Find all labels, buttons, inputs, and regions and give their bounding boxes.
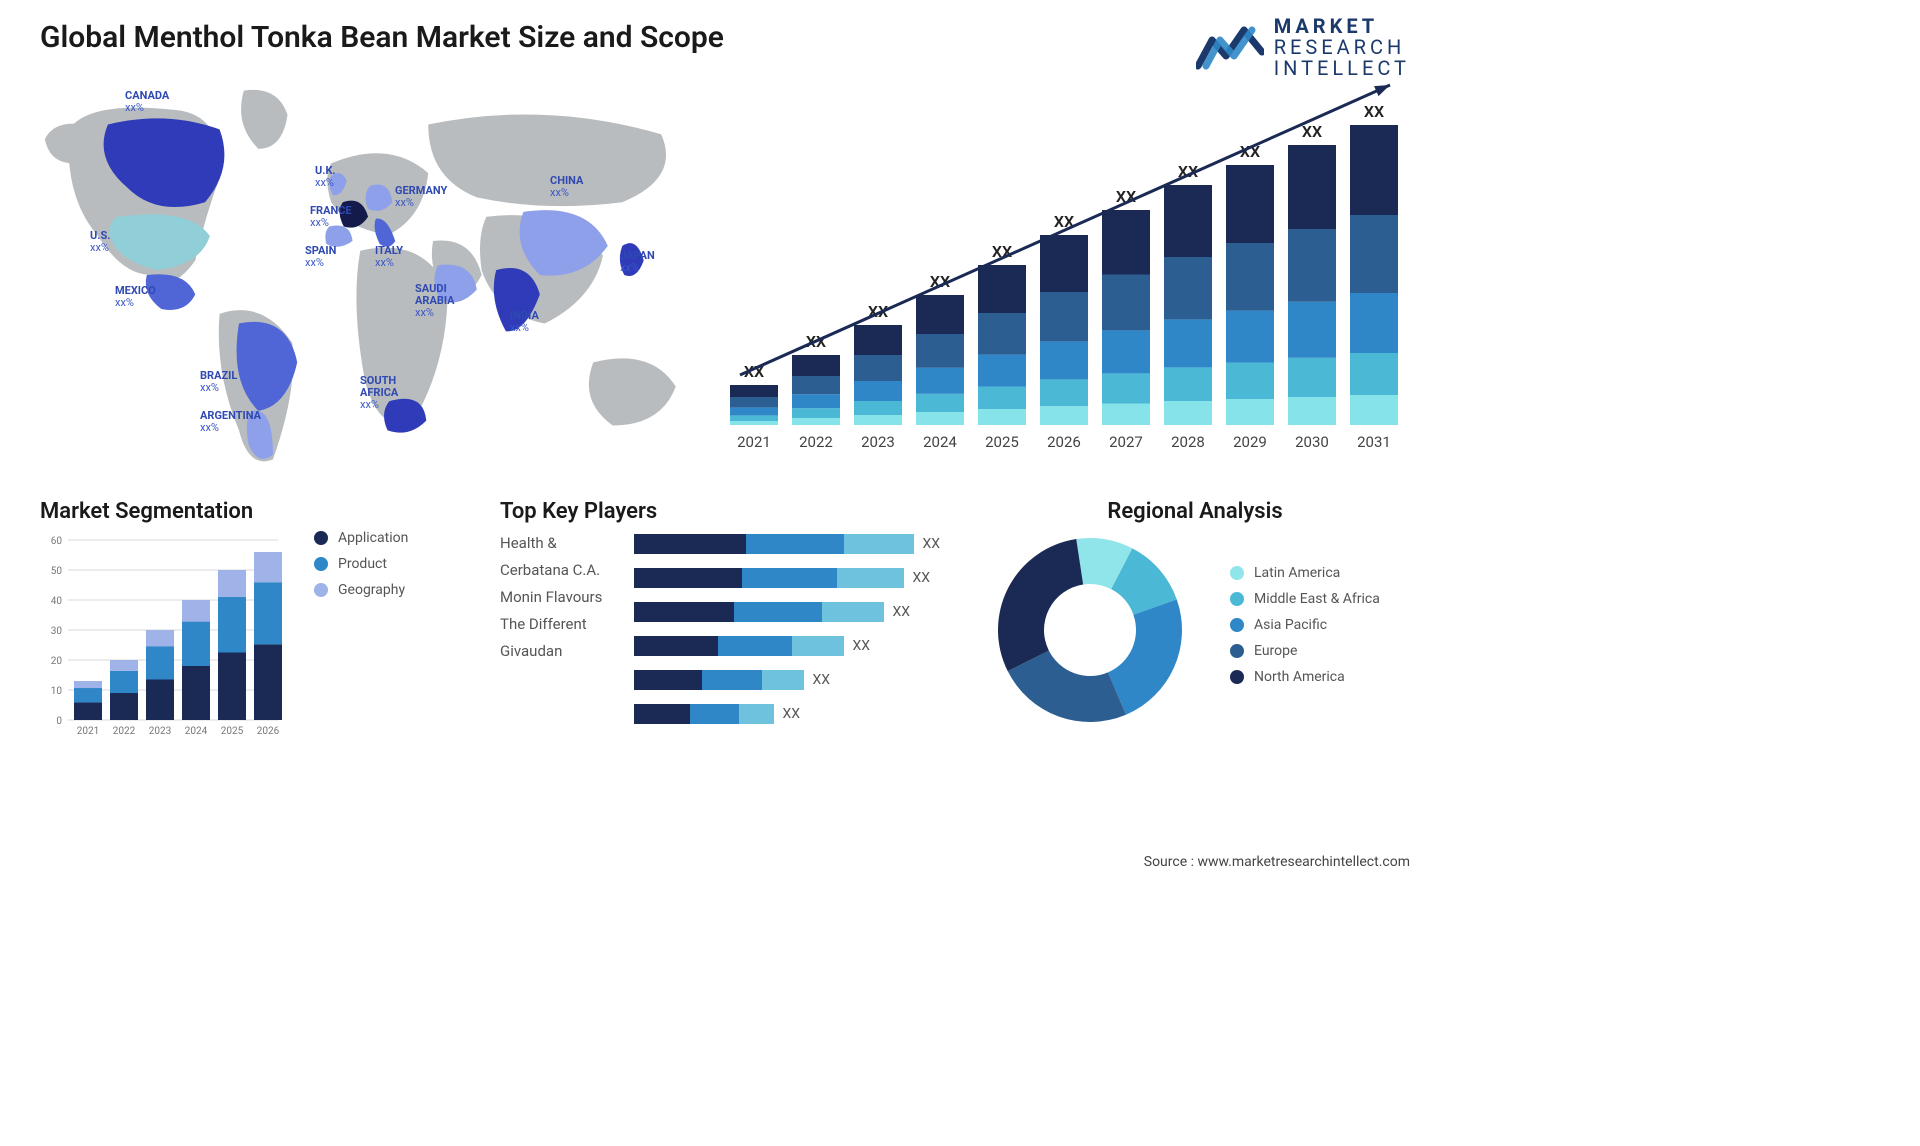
segmentation-panel: Market Segmentation 0 10 20 30 40 50 60 2021 202… (40, 499, 460, 750)
svg-text:2029: 2029 (1233, 433, 1267, 451)
svg-text:2023: 2023 (149, 726, 171, 737)
svg-text:0: 0 (56, 716, 62, 727)
regional-panel: Regional Analysis Latin America Middle Ea… (980, 499, 1410, 750)
legend-item: North America (1230, 669, 1380, 685)
player-value: XX (812, 672, 830, 688)
svg-text:2028: 2028 (1171, 433, 1205, 451)
regional-donut (980, 530, 1200, 730)
player-bar (634, 568, 904, 588)
legend-item: Latin America (1230, 565, 1380, 581)
legend-label: Application (338, 530, 408, 546)
legend-label: Latin America (1254, 565, 1340, 581)
player-row: XX (634, 666, 940, 694)
segmentation-legend: Application Product Geography (314, 530, 408, 750)
infographic-canvas: Global Menthol Tonka Bean Market Size an… (0, 0, 1450, 870)
legend-swatch (314, 531, 328, 545)
legend-item: Application (314, 530, 408, 546)
legend-swatch (1230, 618, 1244, 632)
legend-swatch (314, 557, 328, 571)
svg-text:2026: 2026 (1047, 433, 1081, 451)
player-bar (634, 670, 804, 690)
svg-text:50: 50 (51, 566, 63, 577)
legend-swatch (1230, 670, 1244, 684)
legend-swatch (314, 583, 328, 597)
svg-text:XX: XX (1364, 102, 1384, 121)
player-value: XX (912, 570, 930, 586)
svg-text:10: 10 (51, 686, 63, 697)
regional-legend: Latin America Middle East & Africa Asia Pa… (1230, 565, 1380, 695)
legend-swatch (1230, 644, 1244, 658)
legend-swatch (1230, 566, 1244, 580)
svg-text:2021: 2021 (737, 433, 771, 451)
player-row: XX (634, 700, 940, 728)
svg-text:2022: 2022 (799, 433, 833, 451)
svg-text:XX: XX (1302, 122, 1322, 141)
brand-text: MARKET RESEARCH INTELLECT (1274, 16, 1410, 79)
svg-text:2022: 2022 (113, 726, 136, 737)
svg-text:2025: 2025 (221, 726, 244, 737)
regional-title: Regional Analysis (980, 499, 1410, 524)
player-row: XX (634, 632, 940, 660)
svg-text:2023: 2023 (861, 433, 895, 451)
players-panel: Top Key Players Health & Cerbatana C.A. … (500, 499, 940, 750)
source-attribution: Source : www.marketresearchintellect.com (1144, 854, 1410, 870)
player-bar (634, 602, 884, 622)
legend-label: Asia Pacific (1254, 617, 1327, 633)
player-bar (634, 534, 914, 554)
player-bar (634, 704, 774, 724)
legend-item: Product (314, 556, 408, 572)
legend-label: Geography (338, 582, 405, 598)
player-value: XX (782, 706, 800, 722)
svg-text:40: 40 (51, 596, 63, 607)
svg-text:2024: 2024 (185, 726, 208, 737)
legend-item: Europe (1230, 643, 1380, 659)
player-row: XX (634, 530, 940, 558)
legend-label: Europe (1254, 643, 1297, 659)
svg-text:2031: 2031 (1357, 433, 1391, 451)
svg-text:20: 20 (51, 656, 63, 667)
svg-text:2025: 2025 (985, 433, 1019, 451)
main-growth-chart: XX2021XX2022XX2023XX2024XX2025XX2026XX20… (710, 65, 1410, 465)
player-row: XX (634, 598, 940, 626)
legend-label: Middle East & Africa (1254, 591, 1380, 607)
legend-label: Product (338, 556, 387, 572)
player-value: XX (922, 536, 940, 552)
legend-item: Middle East & Africa (1230, 591, 1380, 607)
legend-item: Geography (314, 582, 408, 598)
players-title: Top Key Players (500, 499, 940, 524)
player-value: XX (852, 638, 870, 654)
player-bar (634, 636, 844, 656)
player-row: XX (634, 564, 940, 592)
legend-label: North America (1254, 669, 1345, 685)
svg-text:30: 30 (51, 626, 63, 637)
brand-mark-icon (1196, 26, 1264, 70)
svg-text:2027: 2027 (1109, 433, 1143, 451)
svg-text:60: 60 (51, 536, 63, 547)
legend-swatch (1230, 592, 1244, 606)
world-map: CANADAxx%U.S.xx%MEXICOxx%BRAZILxx%ARGENT… (40, 65, 700, 485)
brand-logo: MARKET RESEARCH INTELLECT (1196, 16, 1410, 79)
svg-text:2030: 2030 (1295, 433, 1329, 451)
svg-text:2026: 2026 (257, 726, 280, 737)
legend-item: Asia Pacific (1230, 617, 1380, 633)
players-bars: XX XX XX XX XX XX (634, 530, 940, 734)
svg-text:2024: 2024 (923, 433, 957, 451)
world-map-svg (40, 65, 700, 485)
segmentation-chart: 0 10 20 30 40 50 60 2021 2022 2023 2024 2025 2026 (40, 530, 290, 750)
svg-text:2021: 2021 (77, 726, 99, 737)
player-value: XX (892, 604, 910, 620)
players-labels: Health & Cerbatana C.A. Monin Flavours T… (500, 530, 604, 734)
segmentation-title: Market Segmentation (40, 499, 460, 524)
